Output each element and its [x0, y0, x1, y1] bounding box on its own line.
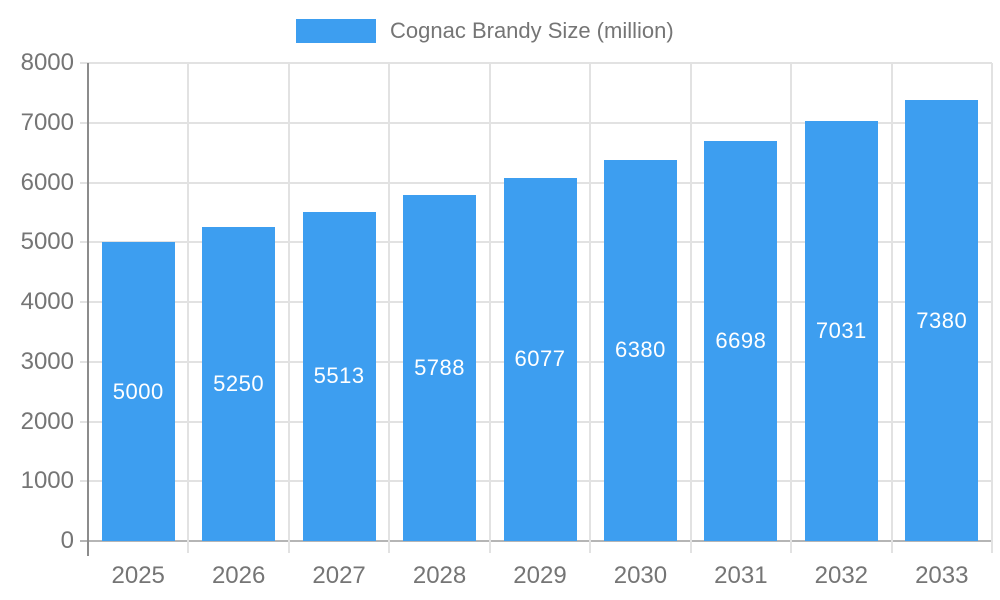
x-axis-label-2030: 2030	[613, 562, 668, 589]
x-tick-9	[991, 541, 993, 553]
x-axis-label-2028: 2028	[412, 562, 467, 589]
x-axis-label-2029: 2029	[513, 562, 567, 589]
bar-2026: 5250	[202, 227, 276, 541]
x-axis-label-2025: 2025	[111, 562, 165, 589]
x-tick-5	[589, 541, 592, 553]
y-axis-line	[87, 63, 89, 556]
x-tick-1	[187, 541, 190, 553]
x-tick-4	[488, 541, 491, 553]
x-axis-label-2026: 2026	[211, 562, 266, 589]
x-gridline-4	[488, 63, 491, 541]
bar-value-label-2031: 6698	[715, 327, 767, 353]
bar-2028: 5788	[403, 195, 477, 541]
bar-2027: 5513	[302, 211, 376, 541]
bar-value-label-2025: 5000	[112, 378, 164, 404]
y-axis-label-5000: 5000	[20, 228, 74, 256]
y-axis-label-4000: 4000	[20, 288, 74, 315]
x-gridline-1	[187, 63, 190, 541]
y-axis-label-3000: 3000	[20, 347, 74, 375]
legend-swatch	[296, 19, 376, 43]
y-axis-label-2000: 2000	[20, 407, 74, 435]
x-gridline-3	[388, 63, 391, 541]
y-axis-label-6000: 6000	[20, 168, 74, 196]
bar-value-label-2033: 7380	[916, 307, 968, 333]
x-gridline-7	[790, 63, 793, 541]
x-axis-label-2032: 2032	[814, 562, 869, 589]
x-axis-label-2027: 2027	[312, 562, 366, 589]
x-tick-2	[287, 541, 290, 553]
x-gridline-2	[287, 63, 290, 541]
bar-2025: 5000	[101, 242, 175, 541]
bar-value-label-2028: 5788	[414, 355, 466, 381]
bar-2033: 7380	[905, 100, 979, 541]
bar-value-label-2026: 5250	[213, 371, 265, 397]
x-gridline-8	[890, 63, 893, 541]
y-axis-label-0: 0	[60, 527, 74, 554]
y-gridline-8000	[80, 62, 992, 64]
bar-value-label-2030: 6380	[614, 337, 666, 363]
bar-2029: 6077	[503, 177, 577, 541]
y-axis-label-7000: 7000	[20, 108, 74, 136]
y-gridline-7000	[80, 121, 992, 124]
x-gridline-6	[689, 63, 692, 541]
x-gridline-9	[991, 63, 993, 541]
x-tick-6	[689, 541, 692, 553]
x-axis-label-2031: 2031	[714, 562, 768, 589]
y-gridline-0	[80, 540, 992, 542]
legend: Cognac Brandy Size (million)	[296, 19, 674, 43]
bar-2032: 7031	[804, 120, 878, 541]
legend-label: Cognac Brandy Size (million)	[390, 18, 674, 43]
x-tick-8	[890, 541, 893, 553]
y-axis-label-8000: 8000	[20, 49, 74, 76]
x-tick-3	[388, 541, 391, 553]
bar-value-label-2032: 7031	[815, 317, 867, 343]
x-tick-7	[790, 541, 793, 553]
x-axis-label-2033: 2033	[915, 562, 969, 589]
bar-2031: 6698	[704, 140, 778, 541]
x-gridline-5	[589, 63, 592, 541]
y-axis-label-1000: 1000	[20, 467, 74, 495]
bar-value-label-2029: 6077	[514, 346, 566, 372]
bar-2030: 6380	[603, 159, 677, 541]
bar-value-label-2027: 5513	[313, 363, 365, 389]
